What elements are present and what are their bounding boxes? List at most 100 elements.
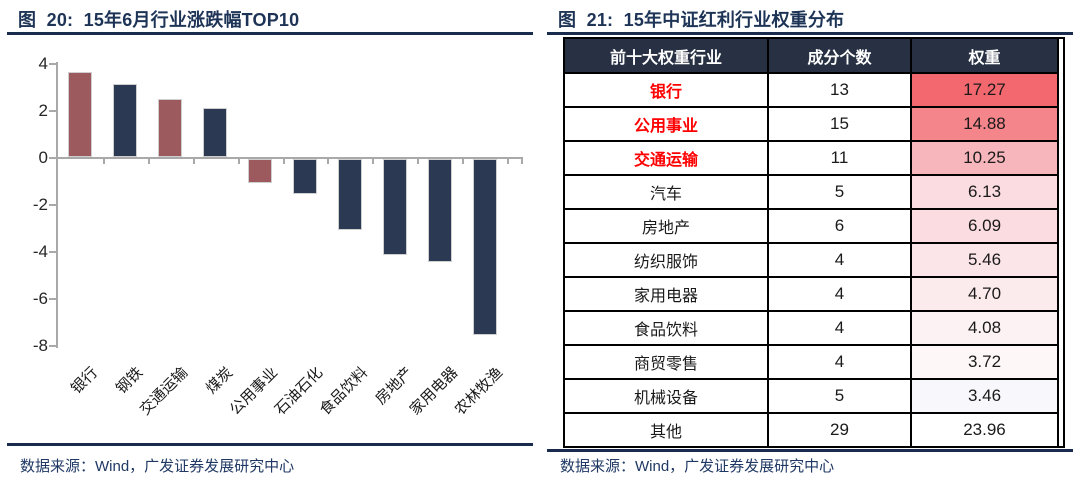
x-axis-line xyxy=(56,157,523,159)
table-header: 前十大权重行业 成分个数 权重 xyxy=(563,37,1065,74)
table-row: 纺织服饰 4 5.46 xyxy=(563,242,1065,278)
x-axis-tick xyxy=(148,157,150,164)
cell-weight: 3.46 xyxy=(910,378,1059,414)
bar-房地产 xyxy=(383,159,407,255)
header-count: 成分个数 xyxy=(767,37,912,74)
bar-钢铁 xyxy=(113,84,137,157)
cell-industry: 其他 xyxy=(563,412,769,448)
cell-count: 5 xyxy=(767,378,912,414)
cell-count: 4 xyxy=(767,310,912,346)
x-axis-tick xyxy=(103,157,105,164)
cell-industry: 机械设备 xyxy=(563,378,769,414)
y-axis-label: -4 xyxy=(32,242,48,261)
cell-industry: 交通运输 xyxy=(563,140,769,176)
y-axis-label: 0 xyxy=(38,148,48,167)
table-body: 银行 13 17.27 公用事业 15 14.88 交通运输 11 10.25 汽车 5 6.13 房地… xyxy=(563,72,1065,448)
cell-industry: 纺织服饰 xyxy=(563,242,769,278)
figure20-source: 数据来源：Wind，广发证券发展研究中心 xyxy=(20,458,295,475)
figure21-source: 数据来源：Wind，广发证券发展研究中心 xyxy=(560,458,835,475)
cell-weight: 4.08 xyxy=(910,310,1059,346)
cell-spacer xyxy=(1057,277,1065,311)
bar-石油石化 xyxy=(293,159,317,194)
figure21-bottom-rule xyxy=(547,449,1073,452)
cell-spacer xyxy=(1057,209,1065,243)
cell-weight: 5.46 xyxy=(910,242,1059,278)
cell-spacer xyxy=(1057,175,1065,209)
cell-spacer xyxy=(1057,107,1065,141)
figure20-title-rule xyxy=(7,32,533,35)
table-row: 食品饮料 4 4.08 xyxy=(563,310,1065,346)
cell-industry: 银行 xyxy=(563,72,769,108)
figure20-title: 图 20: 15年6月行业涨跌幅TOP10 xyxy=(18,10,300,30)
header-industry: 前十大权重行业 xyxy=(563,37,769,74)
cell-count: 4 xyxy=(767,242,912,278)
cell-count: 13 xyxy=(767,72,912,108)
cell-count: 15 xyxy=(767,106,912,142)
cell-weight: 23.96 xyxy=(910,412,1059,448)
figure21-title-rule xyxy=(547,32,1073,35)
cell-count: 5 xyxy=(767,174,912,210)
cell-industry: 公用事业 xyxy=(563,106,769,142)
cell-weight: 4.70 xyxy=(910,276,1059,312)
bar-家用电器 xyxy=(428,159,452,262)
cell-spacer xyxy=(1057,73,1065,107)
y-axis-label: -6 xyxy=(32,289,48,308)
cell-industry: 汽车 xyxy=(563,174,769,210)
y-axis-label: 4 xyxy=(38,54,48,73)
cell-weight: 10.25 xyxy=(910,140,1059,176)
bar-公用事业 xyxy=(248,159,272,183)
table-row: 房地产 6 6.09 xyxy=(563,208,1065,244)
cell-count: 11 xyxy=(767,140,912,176)
bar-农林牧渔 xyxy=(473,159,497,335)
cell-count: 6 xyxy=(767,208,912,244)
bar-煤炭 xyxy=(203,108,227,157)
x-axis-end-tick xyxy=(521,157,523,164)
cell-weight: 6.09 xyxy=(910,208,1059,244)
cell-industry: 商贸零售 xyxy=(563,344,769,380)
cell-weight: 17.27 xyxy=(910,72,1059,108)
y-axis-label: -8 xyxy=(32,336,48,355)
header-spacer xyxy=(1057,38,1065,73)
industry-change-bar-chart: 4 2 0 -2 -4 -6 -8 银行 钢铁 交通运输 煤炭 公用事业 石油石化 食品饮料 房地产 家用电器… xyxy=(32,54,523,419)
cell-industry: 房地产 xyxy=(563,208,769,244)
y-axis-tick xyxy=(49,251,56,253)
cell-weight: 14.88 xyxy=(910,106,1059,142)
header-weight: 权重 xyxy=(910,37,1059,74)
table-row: 其他 29 23.96 xyxy=(563,412,1065,448)
bar-食品饮料 xyxy=(338,159,362,230)
x-axis-tick xyxy=(283,157,285,164)
y-axis-tick xyxy=(49,110,56,112)
y-axis-tick xyxy=(49,63,56,65)
x-axis-tick xyxy=(417,157,419,164)
cell-count: 4 xyxy=(767,276,912,312)
x-axis-tick xyxy=(462,157,464,164)
table-row: 交通运输 11 10.25 xyxy=(563,140,1065,176)
y-axis-tick xyxy=(49,345,56,347)
figure20-bottom-rule xyxy=(7,443,533,446)
x-axis-tick xyxy=(193,157,195,164)
y-axis-label: 2 xyxy=(38,101,48,120)
cell-spacer xyxy=(1057,141,1065,175)
cell-industry: 食品饮料 xyxy=(563,310,769,346)
table-row: 商贸零售 4 3.72 xyxy=(563,344,1065,380)
table-row: 公用事业 15 14.88 xyxy=(563,106,1065,142)
y-axis-tick xyxy=(49,298,56,300)
table-header-row: 前十大权重行业 成分个数 权重 xyxy=(563,37,1065,74)
cell-spacer xyxy=(1057,311,1065,345)
cell-spacer xyxy=(1057,243,1065,277)
cell-spacer xyxy=(1057,345,1065,379)
table-row: 家用电器 4 4.70 xyxy=(563,276,1065,312)
y-axis-tick xyxy=(49,204,56,206)
cell-weight: 6.13 xyxy=(910,174,1059,210)
y-axis-tick xyxy=(49,157,56,159)
cell-spacer xyxy=(1057,379,1065,413)
table-row: 汽车 5 6.13 xyxy=(563,174,1065,210)
figure21-title: 图 21: 15年中证红利行业权重分布 xyxy=(558,10,845,30)
cell-count: 4 xyxy=(767,344,912,380)
y-axis-label: -2 xyxy=(32,195,48,214)
x-axis-tick xyxy=(238,157,240,164)
table-row: 机械设备 5 3.46 xyxy=(563,378,1065,414)
cell-industry: 家用电器 xyxy=(563,276,769,312)
bar-交通运输 xyxy=(158,99,182,157)
